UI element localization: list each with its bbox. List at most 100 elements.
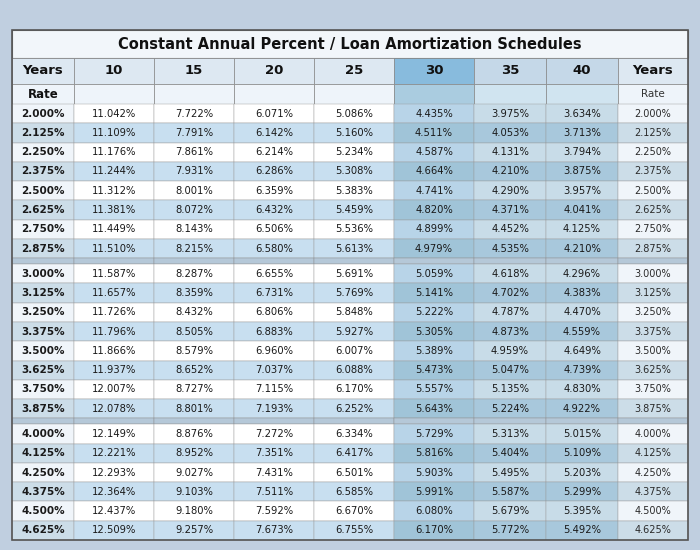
Bar	[474, 58, 546, 84]
Text: 15: 15	[185, 64, 203, 78]
Bar	[154, 181, 234, 200]
Text: 2.750%: 2.750%	[634, 224, 671, 234]
Bar	[314, 502, 394, 521]
Bar	[394, 521, 474, 540]
Bar	[154, 239, 234, 258]
Text: 4.250%: 4.250%	[635, 468, 671, 477]
Text: 5.224%: 5.224%	[491, 404, 529, 414]
Text: 3.875%: 3.875%	[635, 404, 671, 414]
Text: 2.625%: 2.625%	[21, 205, 64, 215]
Bar	[74, 123, 154, 142]
Text: 6.960%: 6.960%	[255, 346, 293, 356]
Bar	[12, 162, 74, 181]
Bar	[618, 104, 688, 123]
Bar	[234, 264, 314, 283]
Text: 5.222%: 5.222%	[415, 307, 453, 317]
Bar	[314, 283, 394, 302]
Text: 25: 25	[345, 64, 363, 78]
Bar	[474, 463, 546, 482]
Text: 4.535%: 4.535%	[491, 244, 529, 254]
Bar	[74, 322, 154, 341]
Bar	[546, 162, 618, 181]
Text: 7.037%: 7.037%	[255, 365, 293, 375]
Text: 6.432%: 6.432%	[255, 205, 293, 215]
Bar	[154, 162, 234, 181]
Bar	[314, 380, 394, 399]
Text: 5.927%: 5.927%	[335, 327, 373, 337]
Text: 3.500%: 3.500%	[635, 346, 671, 356]
Text: 11.244%: 11.244%	[92, 167, 136, 177]
Bar	[546, 283, 618, 302]
Bar	[618, 239, 688, 258]
Text: 8.505%: 8.505%	[175, 327, 213, 337]
Text: 5.015%: 5.015%	[563, 429, 601, 439]
Bar	[154, 322, 234, 341]
Text: 6.170%: 6.170%	[415, 525, 453, 535]
Text: 12.007%: 12.007%	[92, 384, 136, 394]
Text: 5.135%: 5.135%	[491, 384, 529, 394]
Bar	[618, 444, 688, 463]
Bar	[154, 521, 234, 540]
Text: 4.625%: 4.625%	[21, 525, 65, 535]
Bar	[546, 521, 618, 540]
Text: 5.536%: 5.536%	[335, 224, 373, 234]
Bar	[474, 361, 546, 380]
Bar	[12, 104, 74, 123]
Bar	[546, 380, 618, 399]
Text: 5.059%: 5.059%	[415, 269, 453, 279]
Text: 3.000%: 3.000%	[635, 269, 671, 279]
Bar	[618, 502, 688, 521]
Bar	[394, 219, 474, 239]
Bar	[618, 264, 688, 283]
Text: 5.848%: 5.848%	[335, 307, 373, 317]
Text: 3.000%: 3.000%	[21, 269, 64, 279]
Text: 7.722%: 7.722%	[175, 109, 213, 119]
Bar	[474, 502, 546, 521]
Bar	[12, 482, 74, 502]
Text: 4.470%: 4.470%	[563, 307, 601, 317]
Text: 5.383%: 5.383%	[335, 186, 373, 196]
Text: 6.755%: 6.755%	[335, 525, 373, 535]
Text: 5.473%: 5.473%	[415, 365, 453, 375]
Text: Constant Annual Percent / Loan Amortization Schedules: Constant Annual Percent / Loan Amortizat…	[118, 36, 582, 52]
Text: 4.000%: 4.000%	[21, 429, 65, 439]
Text: 2.500%: 2.500%	[635, 186, 671, 196]
Bar	[74, 302, 154, 322]
Bar	[154, 380, 234, 399]
Bar	[12, 200, 74, 219]
Text: 4.041%: 4.041%	[563, 205, 601, 215]
Text: 5.203%: 5.203%	[563, 468, 601, 477]
Text: 8.876%: 8.876%	[175, 429, 213, 439]
Text: 4.125%: 4.125%	[635, 448, 671, 458]
Bar	[546, 264, 618, 283]
Bar	[74, 399, 154, 419]
Text: 2.125%: 2.125%	[634, 128, 671, 138]
Bar	[12, 123, 74, 142]
Text: 7.791%: 7.791%	[175, 128, 213, 138]
Bar	[618, 463, 688, 482]
Bar	[234, 181, 314, 200]
Bar	[74, 419, 154, 425]
Bar	[154, 425, 234, 444]
Bar	[618, 84, 688, 104]
Text: 5.234%: 5.234%	[335, 147, 373, 157]
Text: 6.214%: 6.214%	[255, 147, 293, 157]
Bar	[12, 463, 74, 482]
Bar	[314, 200, 394, 219]
Bar	[314, 104, 394, 123]
Text: 4.375%: 4.375%	[635, 487, 671, 497]
Text: 3.125%: 3.125%	[635, 288, 671, 298]
Text: 4.250%: 4.250%	[21, 468, 65, 477]
Bar	[618, 361, 688, 380]
Bar	[314, 264, 394, 283]
Text: 5.495%: 5.495%	[491, 468, 529, 477]
Bar	[314, 482, 394, 502]
Bar	[74, 258, 154, 264]
Bar	[474, 380, 546, 399]
Text: 4.210%: 4.210%	[491, 167, 529, 177]
Text: 4.375%: 4.375%	[21, 487, 65, 497]
Bar	[314, 239, 394, 258]
Bar	[394, 283, 474, 302]
Text: 2.375%: 2.375%	[21, 167, 65, 177]
Text: 11.796%: 11.796%	[92, 327, 136, 337]
